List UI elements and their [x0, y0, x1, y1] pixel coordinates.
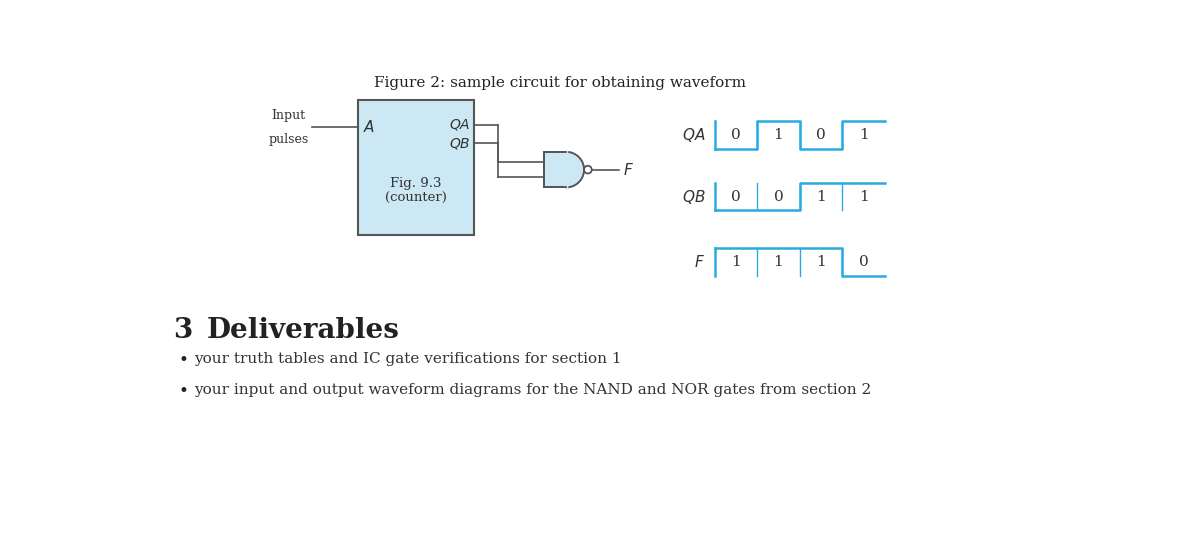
Text: 1: 1: [859, 128, 869, 142]
Text: $A$: $A$: [363, 119, 375, 135]
Text: 0: 0: [859, 255, 869, 269]
Text: your input and output waveform diagrams for the NAND and NOR gates from section : your input and output waveform diagrams …: [194, 383, 871, 397]
Text: 0: 0: [816, 128, 826, 142]
Text: •: •: [178, 352, 188, 369]
Polygon shape: [566, 152, 584, 187]
Text: Input: Input: [271, 109, 306, 122]
Text: $QB$: $QB$: [449, 136, 470, 151]
Text: $QA$: $QA$: [682, 126, 706, 144]
Bar: [544, 152, 566, 187]
Text: $F$: $F$: [694, 254, 706, 270]
Text: $QA$: $QA$: [449, 117, 470, 132]
Text: 1: 1: [859, 189, 869, 203]
Text: your truth tables and IC gate verifications for section 1: your truth tables and IC gate verificati…: [194, 352, 621, 366]
Text: Deliverables: Deliverables: [207, 318, 400, 345]
Text: •: •: [178, 383, 188, 400]
Text: $QB$: $QB$: [682, 188, 706, 206]
Text: 0: 0: [731, 189, 740, 203]
Text: 0: 0: [731, 128, 740, 142]
Text: Figure 2: sample circuit for obtaining waveform: Figure 2: sample circuit for obtaining w…: [374, 76, 745, 90]
Text: $F$: $F$: [622, 162, 634, 177]
Text: 1: 1: [816, 255, 826, 269]
Text: 1: 1: [774, 128, 783, 142]
Text: 0: 0: [774, 189, 783, 203]
Text: pulses: pulses: [268, 133, 308, 146]
Bar: [358, 100, 475, 235]
Text: 1: 1: [774, 255, 783, 269]
Text: 1: 1: [731, 255, 740, 269]
Text: 1: 1: [816, 189, 826, 203]
Text: Fig. 9.3
(counter): Fig. 9.3 (counter): [386, 176, 447, 204]
Text: 3: 3: [174, 318, 193, 345]
